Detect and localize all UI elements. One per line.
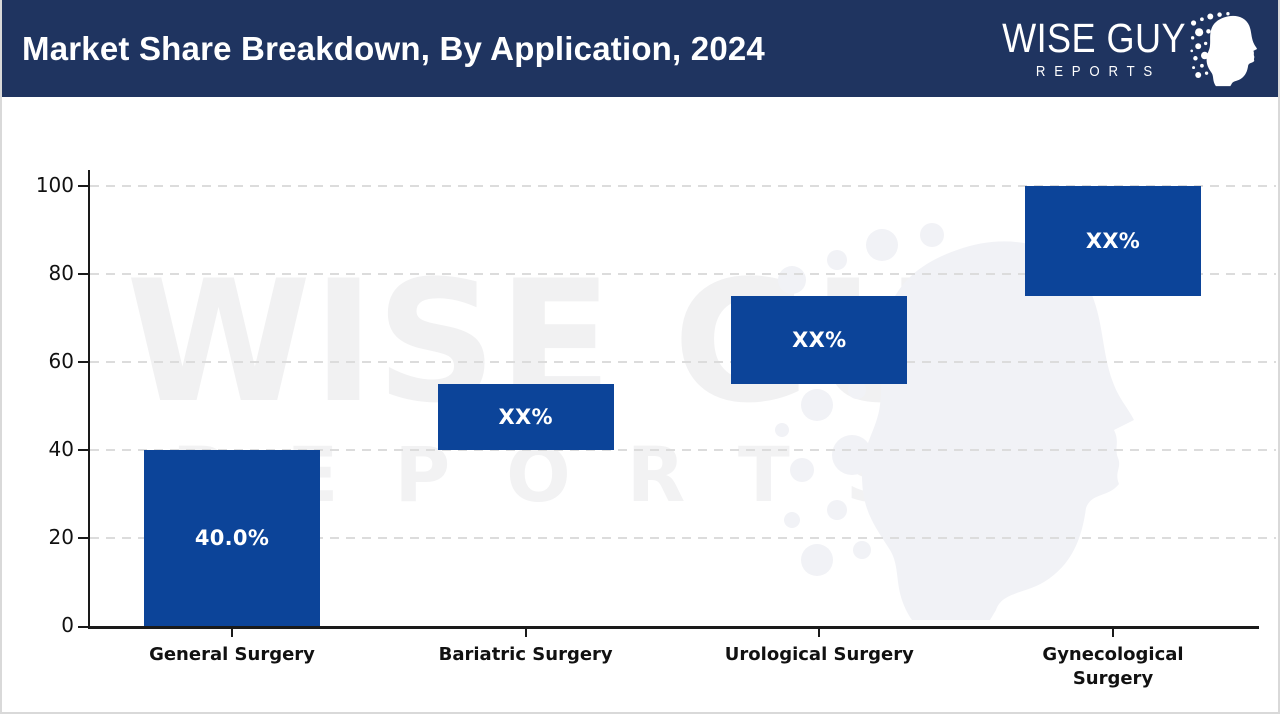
x-tick-label: Bariatric Surgery — [438, 644, 613, 665]
logo-subtitle: REPORTS — [1035, 62, 1162, 80]
gridline-20 — [90, 537, 1276, 539]
x-axis-tick — [1112, 629, 1114, 637]
y-axis-tick — [78, 537, 88, 539]
gridline-80 — [90, 273, 1276, 275]
bar-value-label: 40.0% — [194, 526, 270, 550]
bar-general-surgery: 40.0% — [144, 450, 320, 626]
logo-wordmark: WISE GUY — [1002, 14, 1186, 61]
x-tick-label: General Surgery — [149, 644, 315, 665]
logo-head-icon — [1190, 11, 1258, 86]
x-axis-tick — [524, 629, 527, 637]
y-axis-tick — [78, 185, 88, 187]
x-axis-tick — [231, 629, 233, 637]
x-tick-label: Gynecological Surgery — [1042, 644, 1184, 689]
y-axis-tick — [78, 449, 88, 451]
x-tick-label: Urological Surgery — [724, 644, 914, 665]
y-axis-tick — [78, 273, 88, 275]
logo-text: WISE GUY REPORTS — [1002, 14, 1186, 80]
gridline-100 — [90, 185, 1276, 187]
page-title: Market Share Breakdown, By Application, … — [22, 29, 765, 67]
gridline-40 — [90, 449, 1276, 451]
y-tick-label: 60 — [48, 349, 74, 373]
y-tick-label: 80 — [48, 261, 74, 285]
bar-urological-surgery: XX% — [731, 296, 908, 384]
y-tick-label: 20 — [48, 525, 74, 549]
y-axis-tick — [78, 361, 88, 363]
bar-value-label: XX% — [498, 405, 553, 429]
x-axis-tick — [818, 629, 821, 637]
header-bar: Market Share Breakdown, By Application, … — [0, 0, 1280, 97]
y-tick-label: 100 — [35, 173, 74, 197]
bar-value-label: XX% — [792, 328, 847, 352]
y-axis-tick — [78, 626, 88, 628]
wise-guy-reports-logo: WISE GUY REPORTS — [977, 0, 1266, 97]
bar-bariatric-surgery: XX% — [437, 384, 614, 450]
bar-value-label: XX% — [1085, 229, 1141, 253]
gridline-60 — [90, 361, 1276, 363]
y-tick-label: 0 — [61, 613, 74, 637]
bar-gynecological-surgery: XX% — [1025, 186, 1201, 296]
y-tick-label: 40 — [48, 437, 74, 461]
plot-area: 0 20 40 60 80 100 40.0% XX% XX% XX% General Surger… — [36, 170, 1276, 689]
watermark-head-icon — [775, 223, 1134, 620]
